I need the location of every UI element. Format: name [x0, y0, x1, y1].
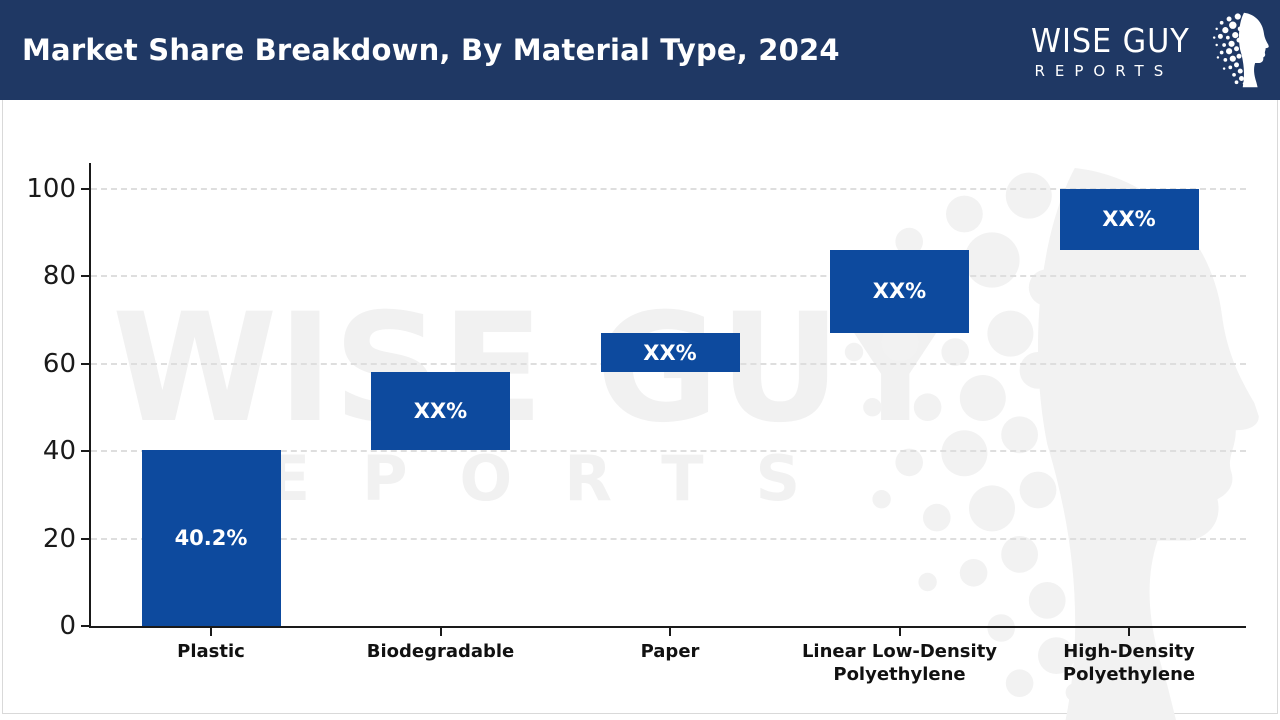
bar-high-density-polyethylene: XX% [1059, 188, 1199, 250]
x-axis-category-label: Paper [640, 641, 700, 662]
x-axis-tick [669, 628, 671, 636]
x-axis-category-label: Plastic [177, 641, 245, 662]
y-axis-tick-label: 100 [26, 173, 76, 204]
bar-value-label: 40.2% [174, 526, 248, 551]
brand-subtitle: REPORTS [1034, 61, 1174, 80]
bar-linear-low-density-polyethylene: XX% [830, 249, 969, 333]
x-axis-tick [898, 628, 901, 636]
x-axis-category-label: Biodegradable [366, 641, 515, 662]
y-axis-tick-label: 40 [42, 436, 76, 466]
gridline-40 [91, 450, 1246, 452]
y-axis-tick [81, 362, 90, 365]
page-title: Market Share Breakdown, By Material Type… [22, 33, 840, 67]
gridline-20 [91, 537, 1246, 540]
y-axis-tick-label: 80 [42, 261, 76, 291]
brand-name: WISE GUY [1031, 20, 1191, 60]
bar-value-label: XX% [872, 279, 927, 304]
y-axis-tick [81, 187, 90, 190]
brand-logo: WISE GUY REPORTS [1031, 8, 1270, 92]
y-axis-tick [81, 537, 90, 540]
y-axis-tick [81, 275, 90, 277]
x-axis-tick [1128, 628, 1130, 636]
y-axis-tick-label: 0 [59, 611, 76, 641]
y-axis-tick [81, 450, 90, 452]
x-axis-tick [210, 628, 212, 636]
bar-plastic: 40.2% [141, 450, 281, 626]
x-axis-category-label: Linear Low-Density Polyethylene [801, 641, 998, 685]
x-axis-line [89, 626, 1246, 628]
x-axis-category-label: High-Density Polyethylene [1062, 641, 1196, 685]
bar-paper: XX% [600, 332, 740, 373]
y-axis-tick [81, 625, 90, 627]
y-axis-tick-label: 20 [42, 523, 76, 554]
brand-face-icon [1208, 11, 1270, 89]
y-axis-tick-label: 60 [42, 348, 76, 379]
x-axis-tick [439, 628, 442, 636]
bar-value-label: XX% [1102, 207, 1156, 232]
header-bar: Market Share Breakdown, By Material Type… [0, 0, 1280, 100]
gridline-100 [91, 187, 1246, 190]
y-axis-line [89, 163, 91, 628]
brand-logo-text: WISE GUY REPORTS [1031, 21, 1204, 80]
bar-value-label: XX% [413, 399, 468, 424]
gridline-80 [91, 275, 1246, 277]
bar-biodegradable: XX% [371, 372, 510, 451]
watermark-text-line1: WISE GUY [112, 282, 950, 456]
bar-value-label: XX% [643, 340, 697, 365]
